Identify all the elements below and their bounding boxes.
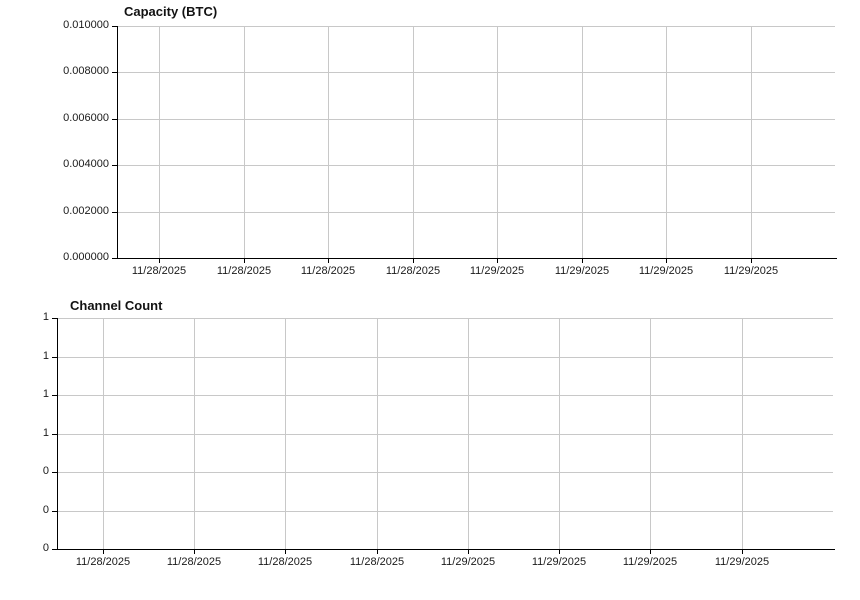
- x-axis-tick: [468, 549, 469, 554]
- gridline-vertical: [559, 318, 560, 549]
- y-axis-tick: [52, 357, 57, 358]
- y-axis-tick: [52, 472, 57, 473]
- y-axis-label: 1: [42, 427, 49, 439]
- x-axis-line: [117, 258, 837, 259]
- y-axis-label: 0: [42, 504, 49, 516]
- gridline-horizontal: [57, 395, 833, 396]
- gridline-vertical: [328, 26, 329, 258]
- x-axis-label: 11/28/2025: [349, 556, 405, 568]
- gridline-vertical: [244, 26, 245, 258]
- y-axis-label: 1: [42, 350, 49, 362]
- x-axis-label: 11/29/2025: [723, 265, 779, 277]
- gridline-horizontal: [117, 119, 835, 120]
- x-axis-tick: [413, 258, 414, 263]
- gridline-horizontal: [117, 165, 835, 166]
- y-axis-label: 0.006000: [63, 112, 109, 124]
- x-axis-label: 11/28/2025: [216, 265, 272, 277]
- gridline-vertical: [194, 318, 195, 549]
- x-axis-tick: [285, 549, 286, 554]
- x-axis-tick: [159, 258, 160, 263]
- plot-area-capacity: [117, 26, 835, 258]
- x-axis-label: 11/29/2025: [440, 556, 496, 568]
- y-axis-tick: [52, 434, 57, 435]
- x-axis-tick: [751, 258, 752, 263]
- x-axis-tick: [377, 549, 378, 554]
- y-axis-label: 1: [42, 388, 49, 400]
- y-axis-line: [57, 318, 58, 550]
- gridline-horizontal: [117, 26, 835, 27]
- gridline-vertical: [650, 318, 651, 549]
- gridline-horizontal: [117, 212, 835, 213]
- gridline-horizontal: [57, 511, 833, 512]
- x-axis-label: 11/28/2025: [131, 265, 187, 277]
- y-axis-label: 0: [42, 465, 49, 477]
- x-axis-tick: [328, 258, 329, 263]
- y-axis-tick: [112, 119, 117, 120]
- gridline-vertical: [377, 318, 378, 549]
- y-axis-tick: [112, 165, 117, 166]
- x-axis-label: 11/28/2025: [75, 556, 131, 568]
- y-axis-label: 0.010000: [63, 19, 109, 31]
- y-axis-tick: [112, 212, 117, 213]
- gridline-vertical: [742, 318, 743, 549]
- x-axis-tick: [194, 549, 195, 554]
- y-axis-label: 1: [42, 311, 49, 323]
- x-axis-tick: [742, 549, 743, 554]
- y-axis-tick: [52, 549, 57, 550]
- x-axis-tick: [650, 549, 651, 554]
- gridline-vertical: [159, 26, 160, 258]
- gridline-horizontal: [57, 472, 833, 473]
- gridline-vertical: [285, 318, 286, 549]
- gridline-horizontal: [117, 72, 835, 73]
- x-axis-label: 11/29/2025: [714, 556, 770, 568]
- x-axis-label: 11/28/2025: [257, 556, 313, 568]
- x-axis-label: 11/29/2025: [622, 556, 678, 568]
- x-axis-tick: [666, 258, 667, 263]
- gridline-horizontal: [57, 357, 833, 358]
- x-axis-tick: [497, 258, 498, 263]
- y-axis-tick: [52, 395, 57, 396]
- gridline-vertical: [468, 318, 469, 549]
- x-axis-label: 11/29/2025: [638, 265, 694, 277]
- y-axis-label: 0.002000: [63, 205, 109, 217]
- x-axis-label: 11/29/2025: [554, 265, 610, 277]
- x-axis-label: 11/28/2025: [300, 265, 356, 277]
- y-axis-label: 0.000000: [63, 251, 109, 263]
- gridline-vertical: [497, 26, 498, 258]
- y-axis-line: [117, 26, 118, 259]
- gridline-horizontal: [57, 434, 833, 435]
- y-axis-label: 0.004000: [63, 158, 109, 170]
- y-axis-tick: [52, 318, 57, 319]
- gridline-vertical: [103, 318, 104, 549]
- x-axis-label: 11/29/2025: [469, 265, 525, 277]
- y-axis-tick: [112, 26, 117, 27]
- x-axis-label: 11/28/2025: [385, 265, 441, 277]
- gridline-vertical: [751, 26, 752, 258]
- x-axis-tick: [103, 549, 104, 554]
- y-axis-label: 0.008000: [63, 65, 109, 77]
- y-axis-label: 0: [42, 542, 49, 554]
- y-axis-tick: [112, 258, 117, 259]
- gridline-vertical: [413, 26, 414, 258]
- chart-title-capacity: Capacity (BTC): [124, 4, 218, 19]
- x-axis-tick: [582, 258, 583, 263]
- plot-area-channel-count: [57, 318, 833, 549]
- gridline-vertical: [582, 26, 583, 258]
- x-axis-tick: [559, 549, 560, 554]
- gridline-vertical: [666, 26, 667, 258]
- x-axis-label: 11/29/2025: [531, 556, 587, 568]
- y-axis-tick: [52, 511, 57, 512]
- x-axis-label: 11/28/2025: [166, 556, 222, 568]
- chart-title-channel-count: Channel Count: [70, 298, 163, 313]
- x-axis-line: [57, 549, 835, 550]
- gridline-horizontal: [57, 318, 833, 319]
- y-axis-tick: [112, 72, 117, 73]
- x-axis-tick: [244, 258, 245, 263]
